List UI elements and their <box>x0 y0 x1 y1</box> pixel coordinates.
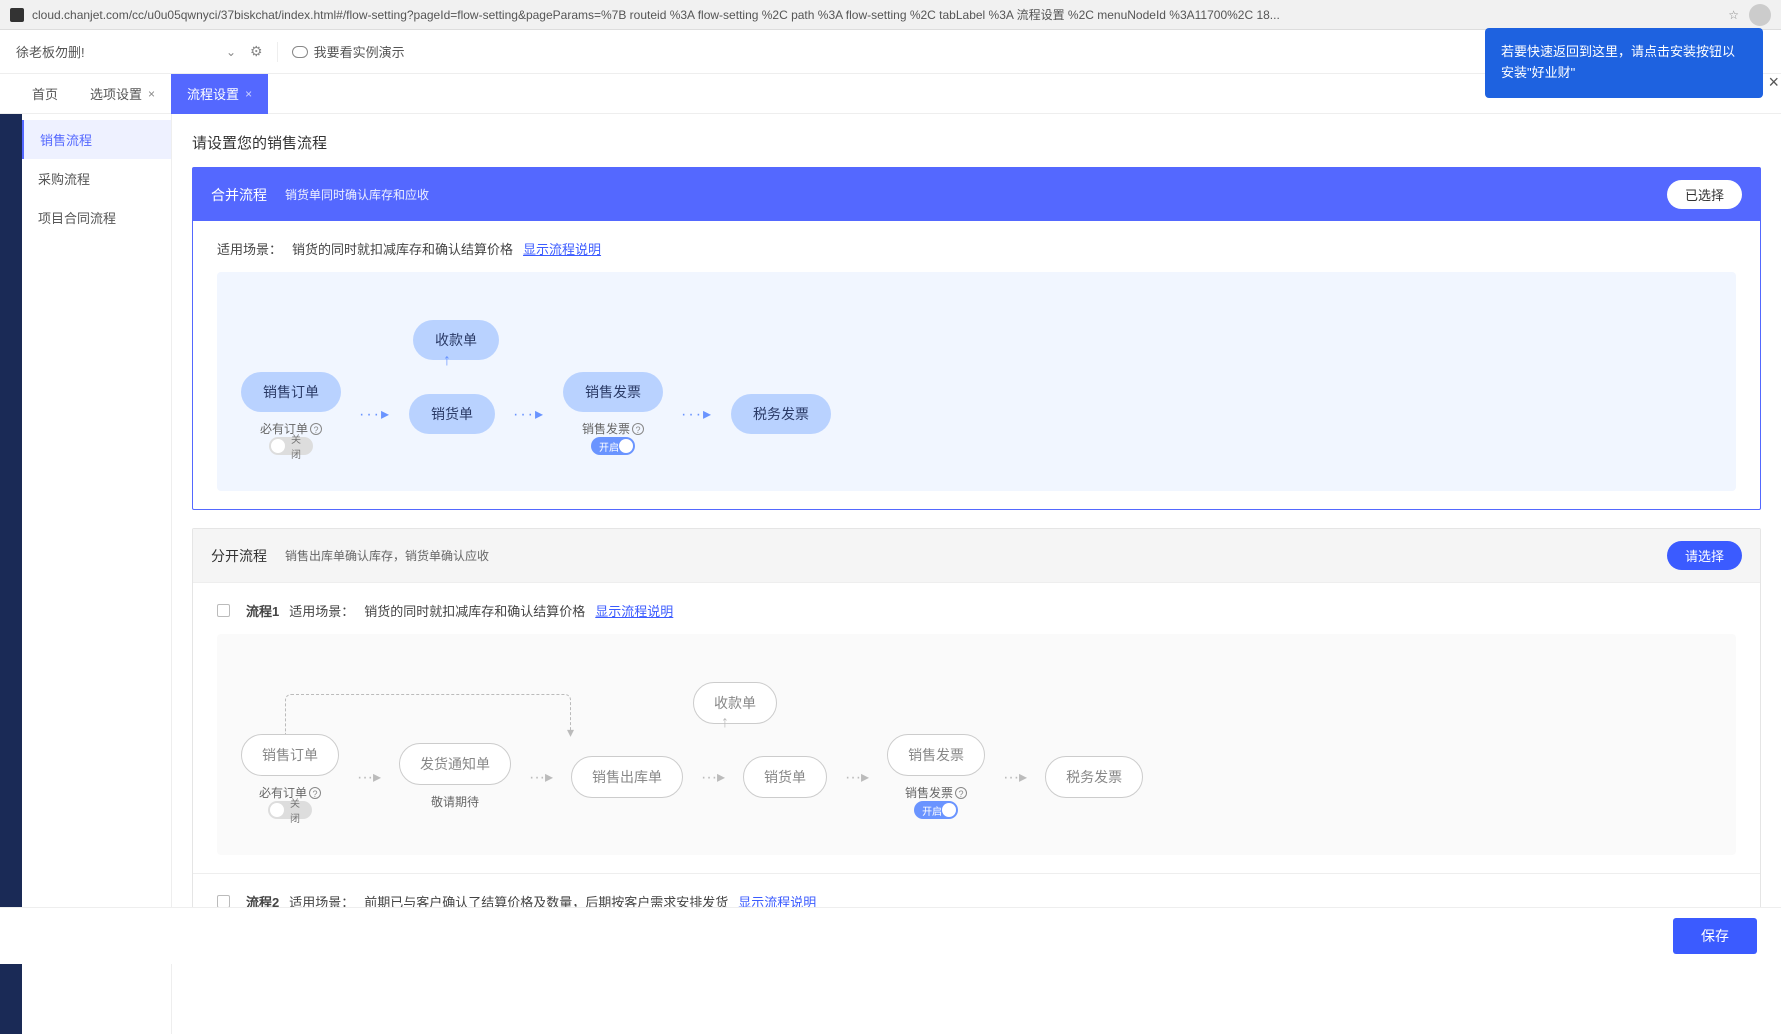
scenario-text: 销货的同时就扣减库存和确认结算价格 <box>364 601 585 620</box>
close-icon[interactable]: × <box>148 87 155 101</box>
arrow-right-icon: ···▸ <box>845 767 869 787</box>
split-process-1: 流程1 适用场景： 销货的同时就扣减库存和确认结算价格 显示流程说明 ▾ 收款单… <box>193 582 1760 873</box>
selected-button[interactable]: 已选择 <box>1667 180 1742 209</box>
node-sales-invoice: 销售发票 <box>563 372 663 412</box>
merge-title: 合并流程 <box>211 185 267 205</box>
help-icon[interactable]: ? <box>309 787 321 799</box>
p1-flow-canvas: ▾ 收款单 ↑ 销售订单 必有订单? 关闭 <box>217 634 1736 855</box>
url-text: cloud.chanjet.com/cc/u0u05qwnyci/37biskc… <box>32 6 1718 23</box>
arrow-up-icon: ↑ <box>443 352 451 370</box>
cloud-icon <box>292 46 308 58</box>
merge-flow-panel: 合并流程 销货单同时确认库存和应收 已选择 适用场景： 销货的同时就扣减库存和确… <box>192 167 1761 510</box>
footer-bar: 保存 <box>0 907 1781 964</box>
merge-flow-canvas: 收款单 ↑ 销售订单 必有订单? 关闭 ···▸ 销货单 <box>217 272 1736 491</box>
install-tip-text: 若要快速返回到这里，请点击安装按钮以安装"好业财" <box>1501 44 1735 80</box>
nav-purchase-flow[interactable]: 采购流程 <box>22 159 171 198</box>
split-title: 分开流程 <box>211 546 267 566</box>
node-tax-invoice: 税务发票 <box>1045 756 1143 798</box>
p1-name: 流程1 <box>246 601 279 620</box>
tab-flow-settings[interactable]: 流程设置 × <box>171 74 268 114</box>
arrow-right-icon: ···▸ <box>357 767 381 787</box>
bookmark-star-icon[interactable]: ☆ <box>1728 8 1739 22</box>
split-flow-panel: 分开流程 销售出库单确认库存，销货单确认应收 请选择 流程1 适用场景： 销货的… <box>192 528 1761 944</box>
sales-invoice-label: 销售发票? <box>905 784 967 801</box>
lock-icon <box>10 8 24 22</box>
please-select-button[interactable]: 请选择 <box>1667 541 1742 570</box>
node-sales-invoice: 销售发票 <box>887 734 985 776</box>
node-sales-order: 销售订单 <box>241 734 339 776</box>
scenario-label: 适用场景： <box>289 601 354 620</box>
org-name: 徐老板勿删! <box>16 42 85 61</box>
node-tax-invoice: 税务发票 <box>731 394 831 434</box>
arrow-down-icon: ▾ <box>567 724 574 741</box>
node-delivery: 销货单 <box>743 756 827 798</box>
arrow-up-icon: ↑ <box>721 714 729 732</box>
sales-invoice-toggle[interactable]: 开启 <box>591 437 635 455</box>
node-delivery: 销货单 <box>409 394 495 434</box>
node-ship-notice: 发货通知单 <box>399 743 511 785</box>
split-subtitle: 销售出库单确认库存，销货单确认应收 <box>285 547 1667 564</box>
help-icon[interactable]: ? <box>955 787 967 799</box>
close-icon[interactable]: × <box>245 87 252 101</box>
node-sales-out: 销售出库单 <box>571 756 683 798</box>
arrow-right-icon: ···▸ <box>513 404 545 424</box>
arrow-right-icon: ···▸ <box>529 767 553 787</box>
show-flow-desc-link[interactable]: 显示流程说明 <box>595 601 673 620</box>
save-button[interactable]: 保存 <box>1673 918 1757 954</box>
chevron-down-icon: ⌄ <box>226 45 236 59</box>
merge-subtitle: 销货单同时确认库存和应收 <box>285 186 1667 203</box>
arrow-right-icon: ···▸ <box>681 404 713 424</box>
p1-scenario: 流程1 适用场景： 销货的同时就扣减库存和确认结算价格 显示流程说明 <box>217 601 1736 620</box>
tab-label: 首页 <box>32 84 58 103</box>
page-title: 请设置您的销售流程 <box>192 132 1761 153</box>
merge-panel-head: 合并流程 销货单同时确认库存和应收 已选择 <box>193 168 1760 221</box>
scenario-label: 适用场景： <box>217 239 282 258</box>
install-tip-popup: 若要快速返回到这里，请点击安装按钮以安装"好业财" <box>1485 28 1763 98</box>
show-flow-desc-link[interactable]: 显示流程说明 <box>523 239 601 258</box>
node-receipt: 收款单 <box>693 682 777 724</box>
scenario-text: 销货的同时就扣减库存和确认结算价格 <box>292 239 513 258</box>
sales-invoice-toggle[interactable]: 开启 <box>914 801 958 819</box>
app-rail <box>0 114 22 1034</box>
tab-label: 流程设置 <box>187 84 239 103</box>
tab-home[interactable]: 首页 <box>16 74 74 114</box>
split-panel-head: 分开流程 销售出库单确认库存，销货单确认应收 请选择 <box>193 529 1760 582</box>
arrow-right-icon: ···▸ <box>701 767 725 787</box>
demo-text: 我要看实例演示 <box>314 42 405 61</box>
main-content: 请设置您的销售流程 合并流程 销货单同时确认库存和应收 已选择 适用场景： 销货… <box>172 114 1781 1034</box>
must-have-order-toggle[interactable]: 关闭 <box>269 437 313 455</box>
merge-scenario: 适用场景： 销货的同时就扣减库存和确认结算价格 显示流程说明 <box>217 239 1736 258</box>
help-icon[interactable]: ? <box>310 423 322 435</box>
tab-label: 选项设置 <box>90 84 142 103</box>
checkbox[interactable] <box>217 604 230 617</box>
profile-avatar[interactable] <box>1749 4 1771 26</box>
coming-soon-label: 敬请期待 <box>431 793 479 810</box>
demo-link[interactable]: 我要看实例演示 <box>292 42 405 61</box>
tab-option-settings[interactable]: 选项设置 × <box>74 74 171 114</box>
close-icon[interactable]: × <box>1768 72 1779 93</box>
arrow-right-icon: ···▸ <box>1003 767 1027 787</box>
nav-sales-flow[interactable]: 销售流程 <box>22 120 171 159</box>
help-icon[interactable]: ? <box>632 423 644 435</box>
nav-project-contract-flow[interactable]: 项目合同流程 <box>22 198 171 237</box>
node-sales-order: 销售订单 <box>241 372 341 412</box>
dashed-connector <box>285 694 571 734</box>
divider <box>277 42 278 62</box>
arrow-right-icon: ···▸ <box>359 404 391 424</box>
must-have-order-toggle[interactable]: 关闭 <box>268 801 312 819</box>
left-nav: 销售流程 采购流程 项目合同流程 <box>22 114 172 1034</box>
org-selector[interactable]: 徐老板勿删! ⌄ <box>16 42 236 61</box>
node-receipt: 收款单 <box>413 320 499 360</box>
sales-invoice-label: 销售发票? <box>582 420 644 437</box>
address-bar: cloud.chanjet.com/cc/u0u05qwnyci/37biskc… <box>0 0 1781 30</box>
gear-icon[interactable]: ⚙ <box>250 43 263 60</box>
